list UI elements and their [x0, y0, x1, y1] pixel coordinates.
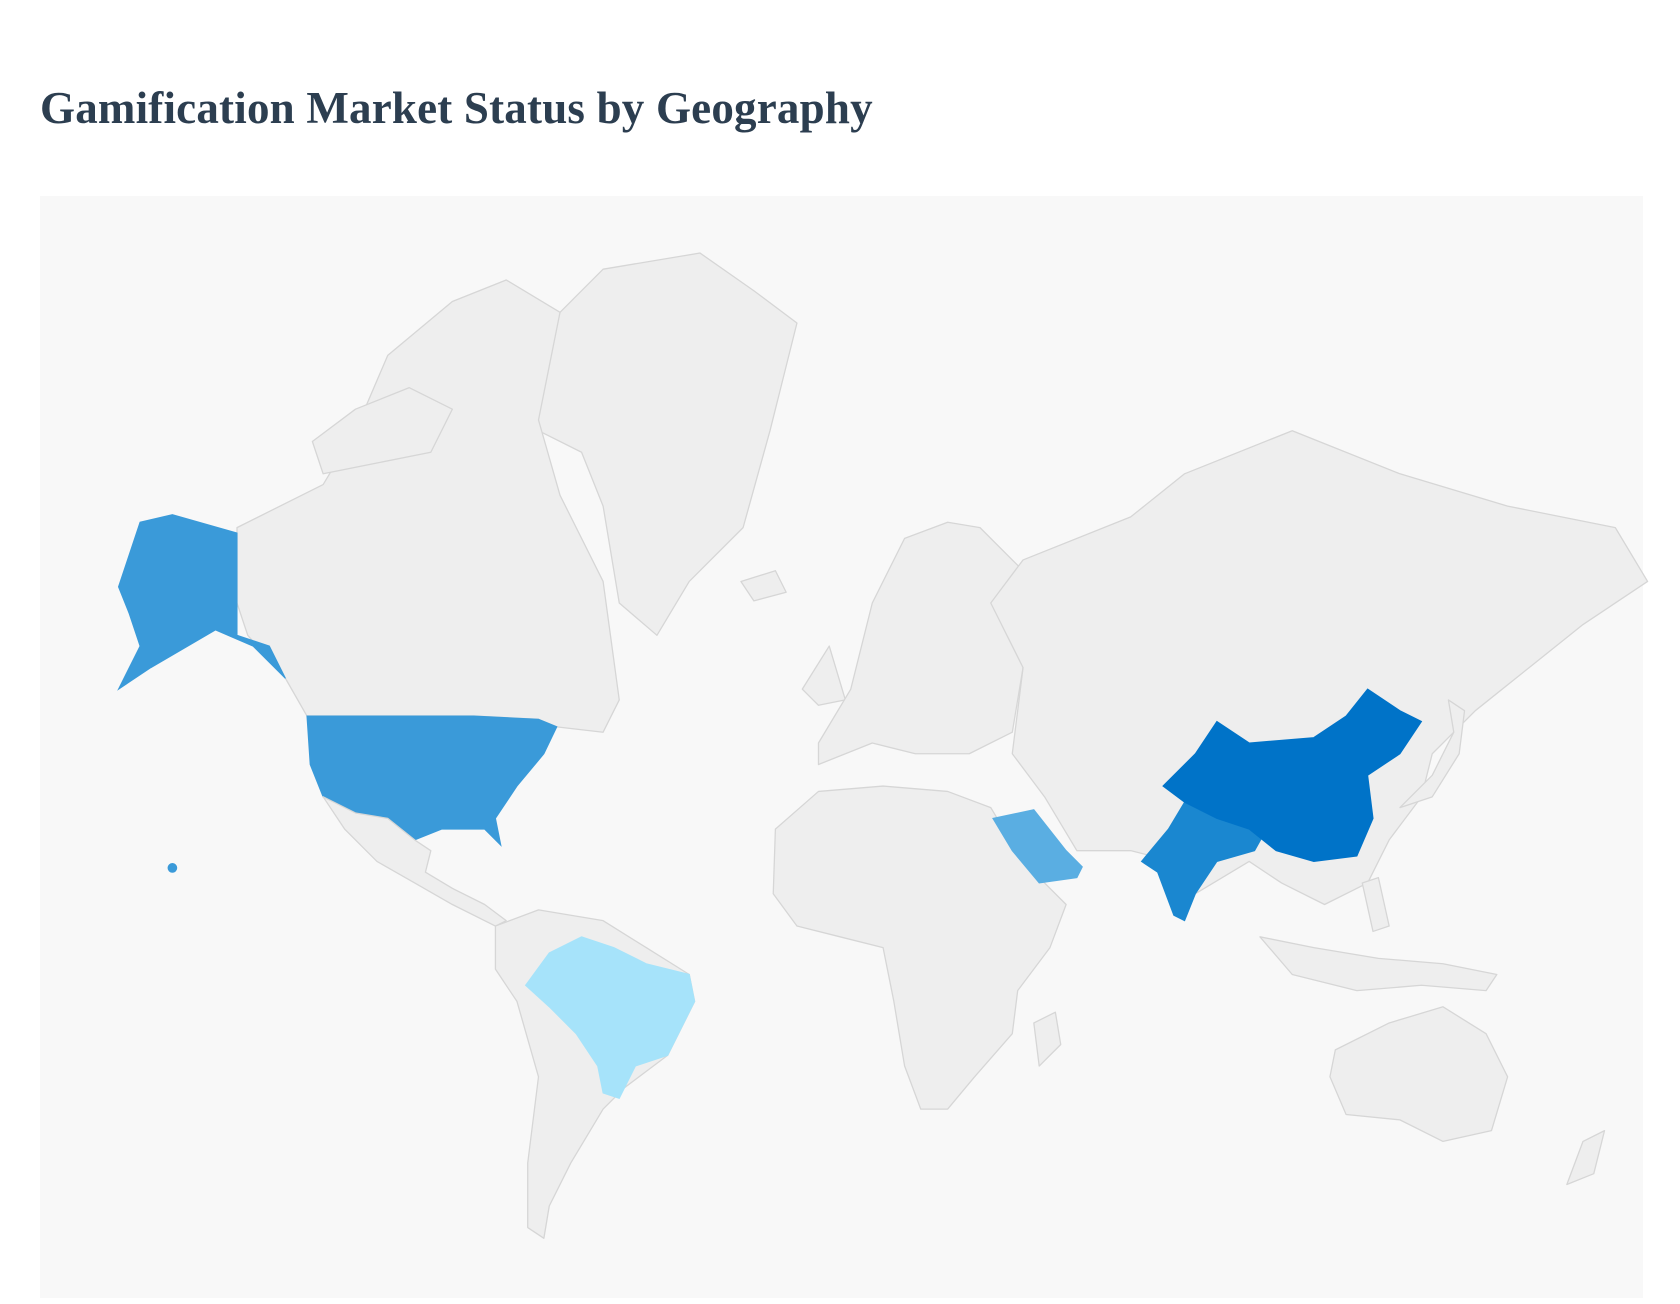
region-philippines[interactable] — [1361, 876, 1390, 933]
region-new-zealand[interactable] — [1566, 1129, 1606, 1186]
region-united-states-hawaii[interactable] — [167, 863, 178, 873]
region-arctic-islands[interactable] — [311, 387, 453, 475]
region-brazil[interactable] — [524, 936, 696, 1099]
region-europe[interactable] — [817, 521, 1024, 766]
region-united-states-alaska[interactable] — [117, 514, 286, 691]
region-india[interactable] — [1140, 801, 1267, 922]
region-iceland[interactable] — [740, 570, 787, 602]
region-uk[interactable] — [801, 645, 847, 706]
region-saudi-arabia[interactable] — [992, 809, 1083, 884]
region-japan[interactable] — [1399, 699, 1466, 809]
region-southeast-asia-islands[interactable] — [1259, 936, 1498, 992]
region-madagascar[interactable] — [1033, 1011, 1062, 1067]
page-title: Gamification Market Status by Geography — [40, 83, 873, 133]
region-mexico-central-america[interactable] — [322, 796, 507, 927]
region-greenland[interactable] — [532, 252, 798, 636]
region-canada[interactable] — [236, 279, 620, 733]
region-africa[interactable] — [772, 785, 1067, 1110]
region-china[interactable] — [1162, 688, 1423, 862]
region-australia[interactable] — [1329, 1006, 1509, 1143]
